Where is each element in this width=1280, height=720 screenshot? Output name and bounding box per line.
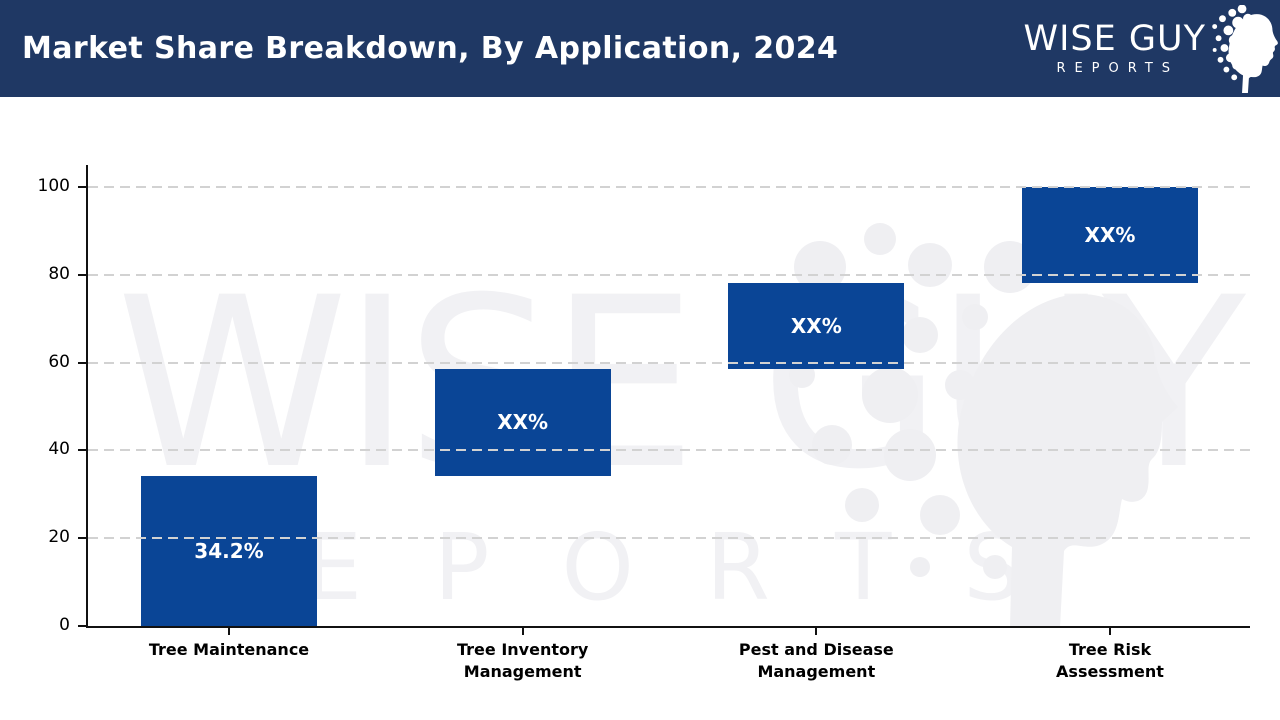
gridline: [88, 273, 1250, 276]
x-category-label: Tree Risk Assessment: [1056, 640, 1164, 681]
chart-area: WISE GUY REPORTS 34.2%: [0, 97, 1280, 720]
y-tick-label: 40: [48, 439, 70, 460]
y-tick: [78, 449, 86, 452]
x-tick: [228, 628, 230, 635]
bar-value-label: XX%: [1084, 222, 1136, 247]
header-bar: Market Share Breakdown, By Application, …: [0, 0, 1280, 97]
y-axis-spine: [86, 165, 88, 628]
gridline: [88, 537, 1250, 540]
gridline: [88, 449, 1250, 452]
x-tick: [1109, 628, 1111, 635]
bar-value-label: XX%: [790, 313, 842, 338]
plot-region: 34.2% XX% XX% XX% Tree Maintenance Tree …: [38, 165, 1250, 681]
gridline: [88, 361, 1250, 364]
bar-value-label: 34.2%: [194, 538, 264, 563]
gridline: [88, 186, 1250, 188]
bar-segment: XX%: [434, 368, 611, 476]
y-tick-label: 60: [48, 351, 70, 372]
y-tick: [78, 537, 86, 540]
brand-name: WISE GUY: [1023, 19, 1206, 59]
bar-value-label: XX%: [497, 410, 549, 435]
page-title: Market Share Breakdown, By Application, …: [22, 31, 839, 66]
y-tick-label: 0: [59, 615, 70, 635]
x-axis-spine: [86, 626, 1250, 628]
x-tick: [815, 628, 818, 635]
x-category-label: Tree Inventory Management: [457, 640, 589, 681]
y-tick: [78, 625, 86, 627]
bar-segment: XX%: [1022, 187, 1198, 283]
x-category-label: Pest and Disease Management: [738, 640, 894, 681]
x-category-label: Tree Maintenance: [148, 640, 310, 659]
x-tick: [521, 628, 524, 635]
bar-segment: 34.2%: [141, 475, 317, 626]
brand-logo: WISE GUY REPORTS: [1023, 0, 1280, 97]
bar-segment: XX%: [728, 282, 905, 369]
y-tick: [78, 186, 86, 188]
y-tick-label: 20: [48, 527, 70, 548]
y-tick: [78, 361, 86, 364]
brand-subtitle: REPORTS: [1056, 61, 1180, 76]
brand-logo-text: WISE GUY REPORTS: [1023, 19, 1206, 76]
y-tick: [78, 273, 86, 276]
y-tick-label: 100: [37, 176, 70, 196]
face-profile-icon: [1212, 4, 1278, 93]
y-tick-label: 80: [48, 263, 70, 284]
